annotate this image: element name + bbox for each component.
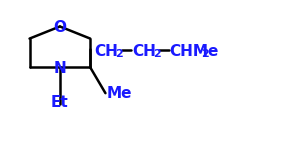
Text: CHMe: CHMe [169,44,219,59]
Text: O: O [53,20,66,35]
Text: CH: CH [94,44,118,59]
Text: 2: 2 [201,49,209,59]
Text: 2: 2 [153,49,161,59]
Text: CH: CH [132,44,156,59]
Text: Me: Me [106,86,132,101]
Text: 2: 2 [116,49,123,59]
Text: N: N [53,61,66,76]
Text: Et: Et [51,95,69,110]
